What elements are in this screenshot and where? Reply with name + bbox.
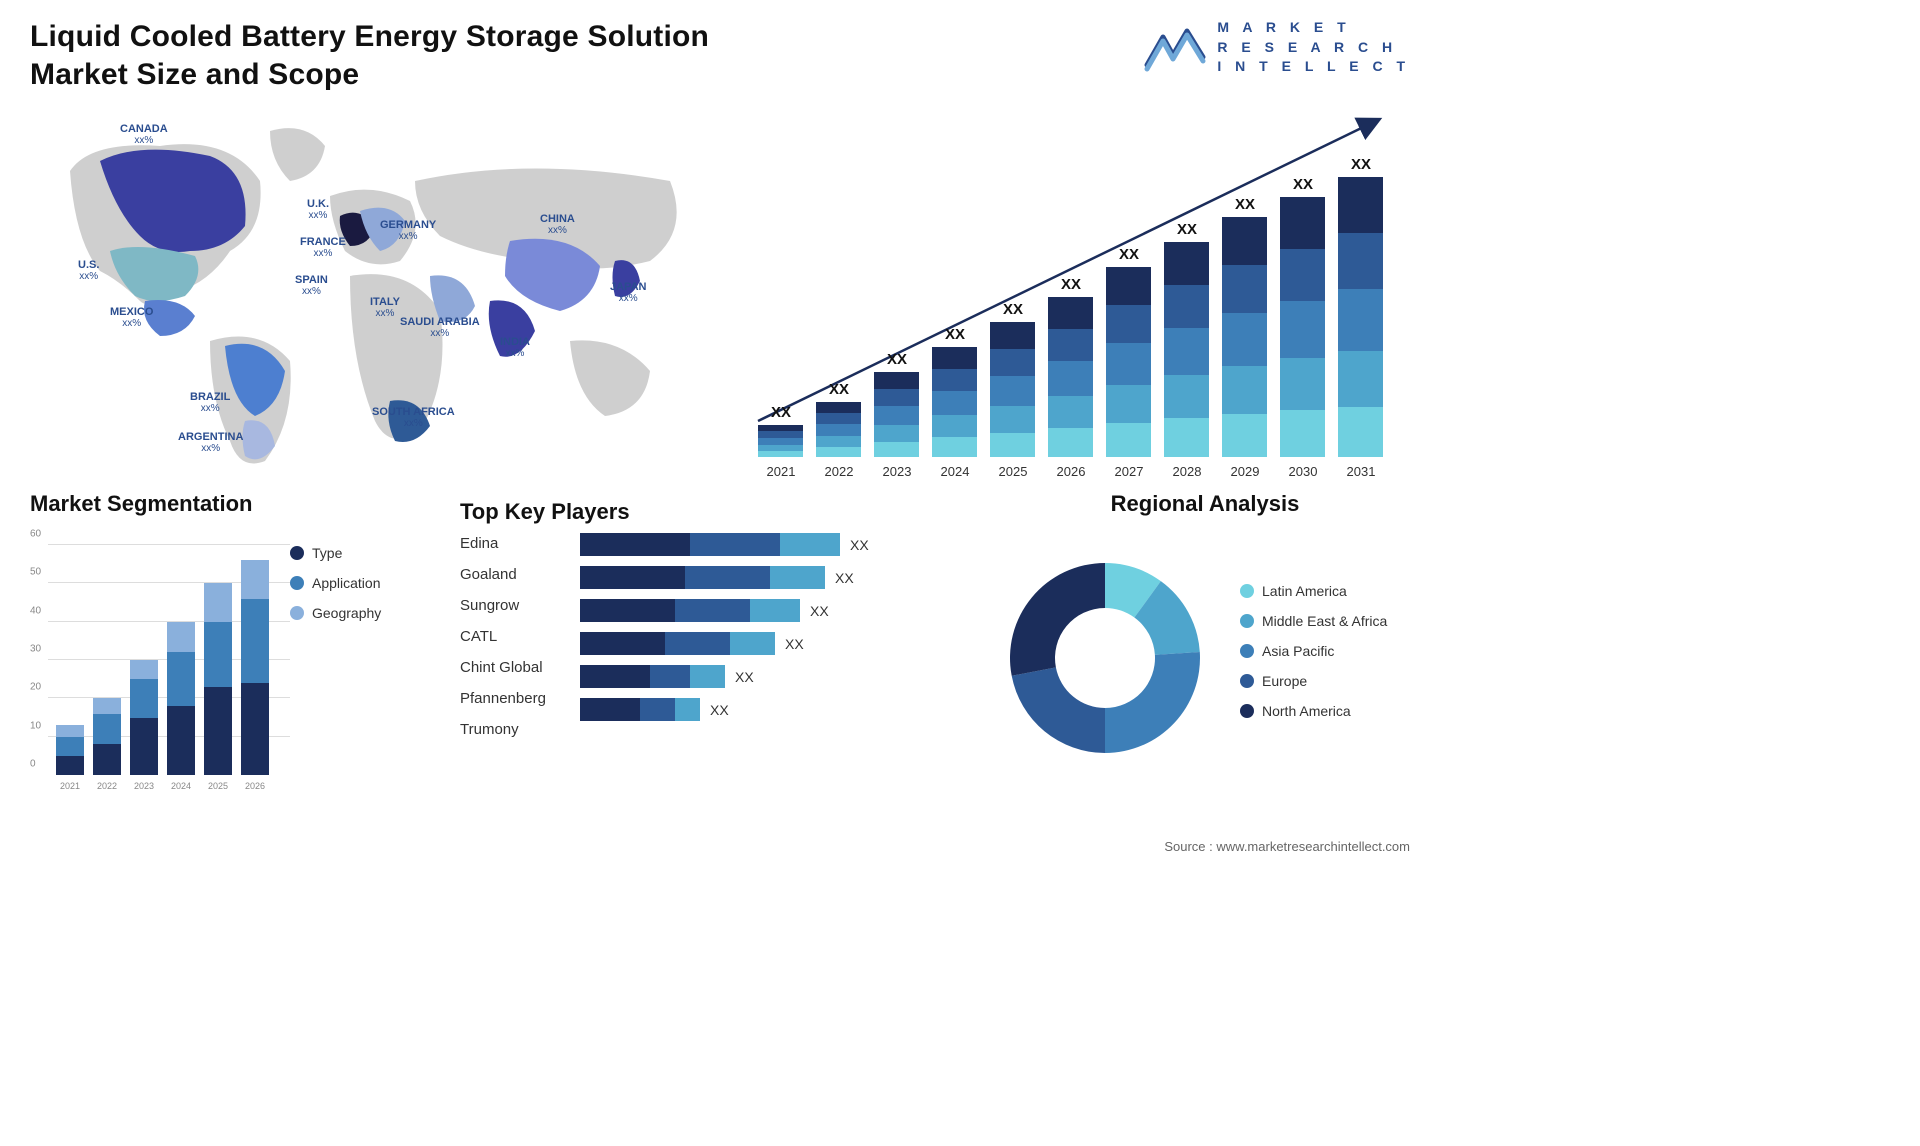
forecast-year-label: 2029: [1220, 464, 1270, 479]
forecast-value-label: XX: [930, 326, 980, 343]
forecast-value-label: XX: [814, 381, 864, 398]
player-name: Chint Global: [460, 659, 580, 676]
map-label: FRANCExx%: [300, 236, 346, 259]
page-title: Liquid Cooled Battery Energy Storage Sol…: [30, 18, 750, 93]
map-label: SAUDI ARABIAxx%: [400, 316, 480, 339]
legend-item: Latin America: [1240, 583, 1410, 599]
players-list: Edina Goaland Sungrow CATL Chint Global Pfann…: [460, 491, 580, 791]
forecast-bar: [932, 347, 977, 457]
forecast-year-label: 2028: [1162, 464, 1212, 479]
regional-panel: Regional Analysis Latin America Middle Ea…: [1000, 491, 1410, 791]
segmentation-bar: [93, 698, 121, 775]
forecast-year-label: 2023: [872, 464, 922, 479]
forecast-year-label: 2026: [1046, 464, 1096, 479]
player-name: Pfannenberg: [460, 690, 580, 707]
legend-item: Europe: [1240, 673, 1410, 689]
segmentation-bar: [204, 583, 232, 775]
forecast-value-label: XX: [1104, 246, 1154, 263]
legend-item: Asia Pacific: [1240, 643, 1410, 659]
forecast-bar: [1048, 297, 1093, 457]
forecast-value-label: XX: [756, 404, 806, 421]
forecast-bar: [1106, 267, 1151, 457]
forecast-year-label: 2025: [988, 464, 1038, 479]
forecast-year-label: 2031: [1336, 464, 1386, 479]
player-bar: XX: [580, 599, 980, 622]
legend-item: Geography: [290, 605, 440, 621]
forecast-year-label: 2027: [1104, 464, 1154, 479]
donut-slice: [1105, 652, 1200, 753]
player-name: Sungrow: [460, 597, 580, 614]
regional-legend: Latin America Middle East & Africa Asia Pa…: [1240, 583, 1410, 733]
segmentation-bar: [167, 622, 195, 775]
logo-icon: [1143, 21, 1207, 73]
players-chart: Top Key Players XXXXXXXXXXXX: [580, 491, 980, 791]
map-label: BRAZILxx%: [190, 391, 230, 414]
forecast-bar: [1280, 197, 1325, 457]
players-panel: Edina Goaland Sungrow CATL Chint Global Pfann…: [460, 491, 980, 791]
regional-donut: [1000, 553, 1210, 763]
forecast-year-label: 2021: [756, 464, 806, 479]
forecast-bar: [990, 322, 1035, 457]
world-map-panel: CANADAxx% U.S.xx% MEXICOxx% BRAZILxx% ARGENT…: [30, 101, 720, 481]
brand-logo: M A R K E T R E S E A R C H I N T E L L …: [1143, 18, 1410, 77]
segmentation-bar: [130, 660, 158, 775]
player-bar: XX: [580, 566, 980, 589]
forecast-bar: [1222, 217, 1267, 457]
map-label: SPAINxx%: [295, 274, 328, 297]
forecast-bar: [816, 402, 861, 457]
regional-title: Regional Analysis: [1000, 491, 1410, 517]
player-name: Edina: [460, 535, 580, 552]
map-label: CANADAxx%: [120, 123, 168, 146]
map-label: MEXICOxx%: [110, 306, 153, 329]
forecast-bar: [758, 425, 803, 457]
map-label: U.K.xx%: [307, 198, 329, 221]
forecast-chart: 2021 XX 2022 XX 2023 XX 2024 XX 2025 XX 2026 XX 2027…: [740, 101, 1410, 481]
forecast-value-label: XX: [1278, 176, 1328, 193]
segmentation-bar: [56, 725, 84, 775]
forecast-bar: [874, 372, 919, 457]
player-bar: XX: [580, 698, 980, 721]
forecast-value-label: XX: [1220, 196, 1270, 213]
logo-text: M A R K E T R E S E A R C H I N T E L L …: [1217, 18, 1410, 77]
forecast-value-label: XX: [1162, 221, 1212, 238]
segmentation-panel: Market Segmentation 01020304050602021202…: [30, 491, 440, 791]
player-bar: XX: [580, 533, 980, 556]
legend-item: North America: [1240, 703, 1410, 719]
players-title: Top Key Players: [460, 499, 980, 525]
map-label: SOUTH AFRICAxx%: [372, 406, 455, 429]
map-label: INDIAxx%: [500, 336, 530, 359]
map-label: GERMANYxx%: [380, 219, 436, 242]
player-bar: XX: [580, 665, 980, 688]
segmentation-chart: 0102030405060202120222023202420252026: [30, 525, 290, 791]
forecast-value-label: XX: [1336, 156, 1386, 173]
header: Liquid Cooled Battery Energy Storage Sol…: [30, 18, 1410, 93]
player-name: Trumony: [460, 721, 580, 738]
forecast-value-label: XX: [872, 351, 922, 368]
forecast-bar: [1164, 242, 1209, 457]
legend-item: Type: [290, 545, 440, 561]
map-label: CHINAxx%: [540, 213, 575, 236]
player-name: Goaland: [460, 566, 580, 583]
forecast-year-label: 2030: [1278, 464, 1328, 479]
segmentation-bar: [241, 560, 269, 775]
forecast-year-label: 2024: [930, 464, 980, 479]
legend-item: Application: [290, 575, 440, 591]
player-name: CATL: [460, 628, 580, 645]
donut-slice: [1012, 667, 1105, 753]
map-label: ARGENTINAxx%: [178, 431, 243, 454]
forecast-bar: [1338, 177, 1383, 457]
forecast-value-label: XX: [1046, 276, 1096, 293]
segmentation-title: Market Segmentation: [30, 491, 440, 517]
map-label: ITALYxx%: [370, 296, 400, 319]
legend-item: Middle East & Africa: [1240, 613, 1410, 629]
forecast-year-label: 2022: [814, 464, 864, 479]
segmentation-legend: Type Application Geography: [290, 525, 440, 791]
forecast-value-label: XX: [988, 301, 1038, 318]
map-label: JAPANxx%: [610, 281, 646, 304]
map-label: U.S.xx%: [78, 259, 99, 282]
donut-slice: [1010, 563, 1105, 676]
player-bar: XX: [580, 632, 980, 655]
source-attribution: Source : www.marketresearchintellect.com: [1164, 839, 1410, 854]
